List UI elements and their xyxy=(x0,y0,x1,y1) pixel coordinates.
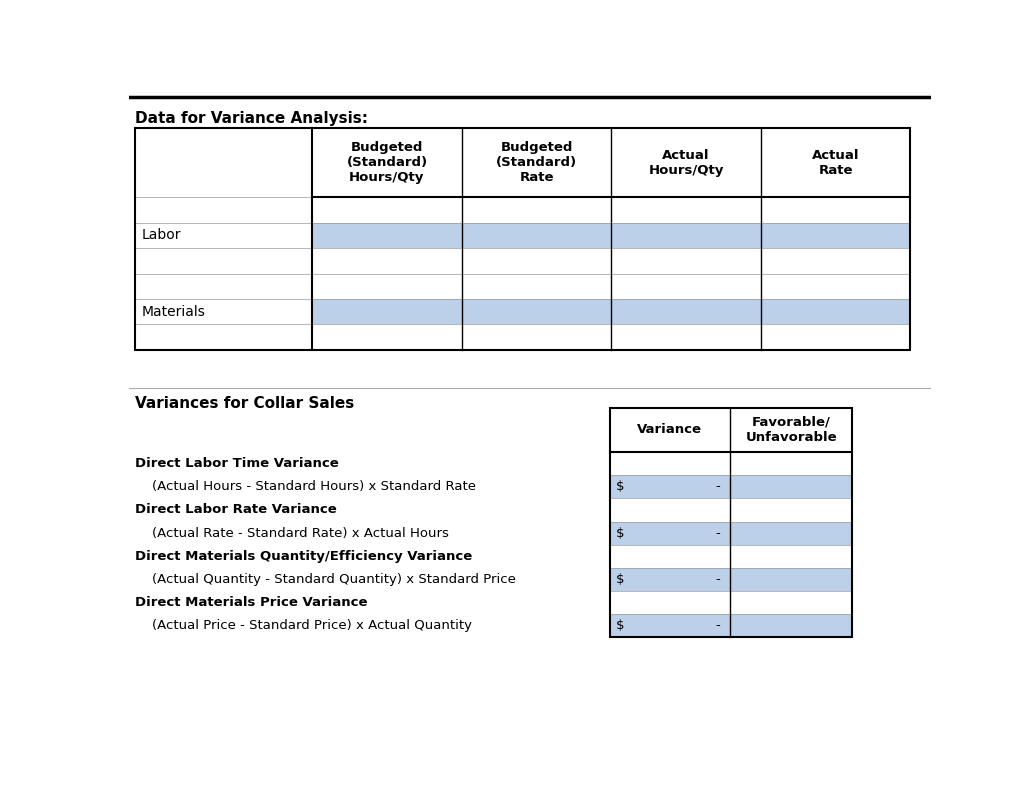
Text: Actual
Rate: Actual Rate xyxy=(812,149,859,176)
Text: $: $ xyxy=(616,619,625,632)
Text: Actual
Hours/Qty: Actual Hours/Qty xyxy=(648,149,724,176)
Bar xyxy=(312,223,911,248)
Text: Variance: Variance xyxy=(637,423,702,437)
Text: Direct Labor Time Variance: Direct Labor Time Variance xyxy=(135,457,339,471)
Text: Variances for Collar Sales: Variances for Collar Sales xyxy=(135,396,355,411)
Text: Direct Materials Quantity/Efficiency Variance: Direct Materials Quantity/Efficiency Var… xyxy=(135,550,473,562)
Text: Materials: Materials xyxy=(142,305,206,319)
Text: Budgeted
(Standard)
Rate: Budgeted (Standard) Rate xyxy=(496,141,577,184)
Text: -: - xyxy=(716,527,721,539)
Bar xyxy=(610,407,852,637)
Text: $: $ xyxy=(616,573,625,586)
Text: (Actual Rate - Standard Rate) x Actual Hours: (Actual Rate - Standard Rate) x Actual H… xyxy=(135,527,450,539)
Bar xyxy=(610,568,852,591)
Text: Data for Variance Analysis:: Data for Variance Analysis: xyxy=(135,111,368,126)
Text: $: $ xyxy=(616,527,625,539)
Bar xyxy=(610,521,852,544)
Text: (Actual Hours - Standard Hours) x Standard Rate: (Actual Hours - Standard Hours) x Standa… xyxy=(135,480,477,494)
Text: -: - xyxy=(716,573,721,586)
Bar xyxy=(312,299,911,324)
Text: Budgeted
(Standard)
Hours/Qty: Budgeted (Standard) Hours/Qty xyxy=(346,141,427,184)
Text: -: - xyxy=(716,480,721,494)
Text: Direct Labor Rate Variance: Direct Labor Rate Variance xyxy=(135,503,337,517)
Text: Direct Materials Price Variance: Direct Materials Price Variance xyxy=(135,596,368,609)
Bar xyxy=(610,614,852,637)
Text: (Actual Price - Standard Price) x Actual Quantity: (Actual Price - Standard Price) x Actual… xyxy=(135,619,473,632)
Text: $: $ xyxy=(616,480,625,494)
Text: (Actual Quantity - Standard Quantity) x Standard Price: (Actual Quantity - Standard Quantity) x … xyxy=(135,573,516,586)
Bar xyxy=(610,475,852,498)
Text: Favorable/
Unfavorable: Favorable/ Unfavorable xyxy=(746,416,837,444)
Text: -: - xyxy=(716,619,721,632)
Text: Labor: Labor xyxy=(142,229,181,243)
Bar xyxy=(135,128,911,350)
